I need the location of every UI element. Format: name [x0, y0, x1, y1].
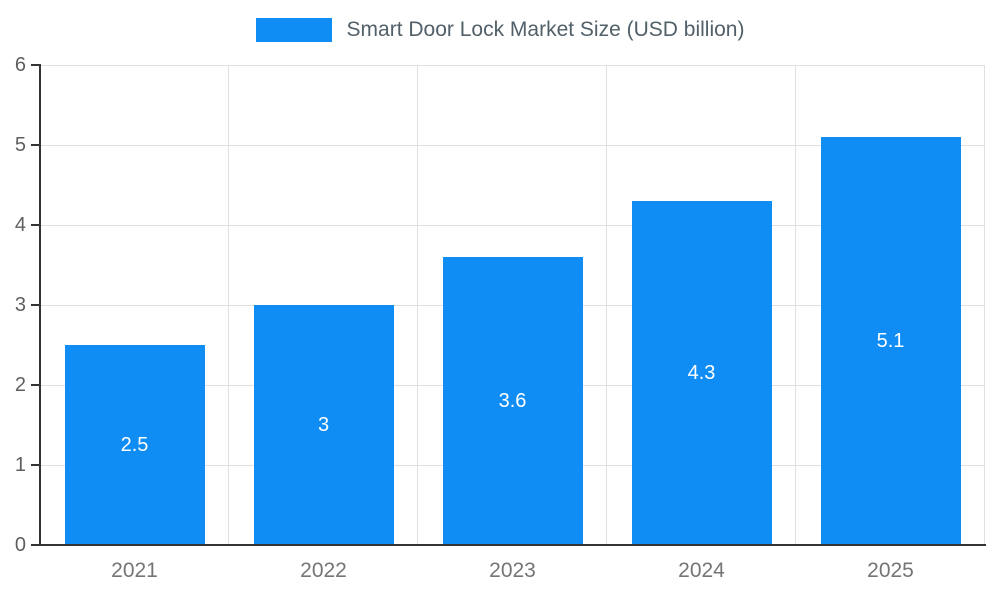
- bar[interactable]: 4.3: [631, 201, 772, 545]
- gridline-vertical: [795, 65, 796, 545]
- legend-swatch: [255, 18, 332, 42]
- y-tick-label: 5: [14, 134, 26, 156]
- bar[interactable]: 5.1: [820, 137, 961, 545]
- y-axis-labels: 0 1 2 3 4 5 6: [0, 54, 30, 556]
- y-tick-mark: [31, 384, 40, 386]
- y-tick-mark: [31, 464, 40, 466]
- y-tick-label: 4: [14, 214, 26, 236]
- y-tick-label: 1: [14, 454, 26, 476]
- gridline-horizontal: [40, 64, 985, 66]
- x-axis-line: [39, 544, 986, 546]
- gridline-vertical: [984, 65, 985, 545]
- gridline-horizontal: [40, 144, 985, 146]
- gridline-vertical: [606, 65, 607, 545]
- gridline-vertical: [417, 65, 418, 545]
- y-axis-line: [39, 64, 41, 546]
- bar[interactable]: 3.6: [442, 257, 583, 545]
- legend-label: Smart Door Lock Market Size (USD billion…: [346, 18, 745, 41]
- y-tick-mark: [31, 144, 40, 146]
- x-tick-label: 2023: [489, 559, 536, 582]
- y-tick-mark: [31, 304, 40, 306]
- y-tick-mark: [31, 224, 40, 226]
- bar-value-label: 3.6: [498, 390, 527, 412]
- gridline-vertical: [228, 65, 229, 545]
- plot-area: 2.5 3 3.6 4.3 5.1: [40, 64, 985, 545]
- y-tick-label: 0: [14, 534, 26, 556]
- bar-value-label: 3: [317, 414, 330, 436]
- gridline-horizontal: [40, 224, 985, 226]
- x-tick-label: 2021: [111, 559, 158, 582]
- x-tick-label: 2025: [867, 559, 914, 582]
- x-tick-label: 2022: [300, 559, 347, 582]
- y-tick-label: 2: [14, 374, 26, 396]
- y-tick-mark: [31, 544, 40, 546]
- bar-value-label: 2.5: [120, 434, 149, 456]
- y-tick-label: 3: [14, 294, 26, 316]
- bar[interactable]: 3: [253, 305, 394, 545]
- y-tick-mark: [31, 64, 40, 66]
- x-axis-labels: 2021 2022 2023 2024 2025: [40, 558, 985, 588]
- x-tick-label: 2024: [678, 559, 725, 582]
- bar-value-label: 4.3: [687, 362, 716, 384]
- y-tick-label: 6: [14, 54, 26, 76]
- chart-legend: Smart Door Lock Market Size (USD billion…: [0, 16, 1000, 44]
- bar[interactable]: 2.5: [64, 345, 205, 545]
- bar-value-label: 5.1: [876, 330, 905, 352]
